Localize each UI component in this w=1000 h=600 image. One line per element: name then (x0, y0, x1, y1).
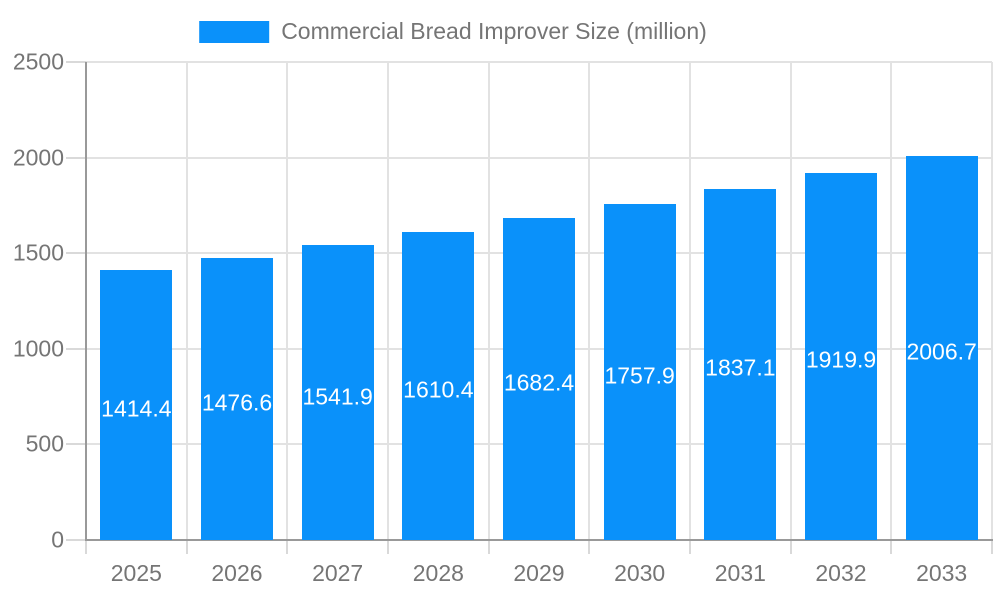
y-axis-tick-label: 1000 (12, 335, 64, 362)
x-axis-tick-mark (991, 540, 993, 554)
x-gridline (387, 62, 389, 540)
y-axis-tick-mark (66, 61, 86, 63)
bar-2027 (301, 245, 374, 540)
bar-value-label-2032: 1919.9 (805, 346, 877, 373)
y-axis-tick-mark (66, 539, 86, 541)
bar-value-label-2025: 1414.4 (101, 395, 172, 422)
bar-2029 (503, 218, 575, 540)
legend-label: Commercial Bread Improver Size (million) (281, 18, 707, 44)
bar-2031 (704, 188, 777, 540)
bar-value-label-2031: 1837.1 (705, 354, 776, 381)
y-axis-tick-label: 2000 (12, 144, 64, 171)
x-axis-tick-mark (588, 540, 591, 554)
x-gridline (890, 62, 893, 540)
x-gridline (185, 62, 188, 540)
x-axis-tick-mark (185, 540, 188, 554)
y-axis-tick-label: 500 (25, 430, 64, 457)
bar-value-label-2028: 1610.4 (403, 376, 474, 403)
y-axis-tick-mark (66, 347, 86, 350)
bar-2032 (805, 172, 877, 540)
y-axis-line (85, 62, 87, 540)
x-gridline (991, 62, 993, 540)
x-gridline (487, 62, 490, 540)
y-axis-tick-mark (66, 156, 86, 159)
x-axis-tick-mark (387, 540, 389, 554)
bar-value-label-2027: 1541.9 (302, 383, 373, 410)
x-axis-tick-label-2031: 2031 (714, 560, 766, 586)
y-gridline (86, 156, 992, 159)
x-axis-tick-mark (789, 540, 792, 554)
y-axis-tick-label: 1500 (12, 239, 64, 266)
x-axis-tick-label-2030: 2030 (614, 560, 666, 586)
x-gridline (789, 62, 792, 540)
chart-legend[interactable]: Commercial Bread Improver Size (million) (199, 20, 707, 43)
x-axis-tick-label-2026: 2026 (211, 560, 263, 586)
y-axis-tick-label: 2500 (12, 48, 64, 75)
x-axis-tick-label-2033: 2033 (916, 560, 968, 586)
x-axis-tick-label-2025: 2025 (110, 560, 162, 586)
y-axis-tick-label: 0 (51, 526, 64, 553)
x-axis-tick-mark (689, 540, 691, 554)
bar-value-label-2029: 1682.4 (503, 369, 575, 396)
x-axis-tick-label-2028: 2028 (412, 560, 464, 586)
x-axis-line (85, 539, 993, 541)
x-axis-tick-label-2027: 2027 (312, 560, 364, 586)
x-gridline (286, 62, 289, 540)
x-axis-tick-mark (286, 540, 289, 554)
x-gridline (689, 62, 691, 540)
bar-2033 (905, 156, 978, 540)
y-axis-tick-mark (66, 252, 86, 255)
x-axis-tick-mark (85, 540, 87, 554)
bar-2030 (603, 203, 676, 540)
bar-value-label-2033: 2006.7 (906, 338, 977, 365)
x-axis-tick-label-2032: 2032 (815, 560, 867, 586)
bar-2026 (201, 257, 273, 540)
bar-value-label-2026: 1476.6 (201, 389, 273, 416)
x-gridline (588, 62, 591, 540)
y-gridline (86, 61, 992, 63)
y-axis-tick-mark (66, 443, 86, 446)
x-axis-tick-mark (487, 540, 490, 554)
bar-2028 (402, 232, 475, 540)
bar-2025 (100, 269, 173, 540)
legend-swatch-icon (199, 20, 270, 43)
x-axis-tick-label-2029: 2029 (513, 560, 565, 586)
x-axis-tick-mark (890, 540, 893, 554)
bar-value-label-2030: 1757.9 (604, 362, 675, 389)
